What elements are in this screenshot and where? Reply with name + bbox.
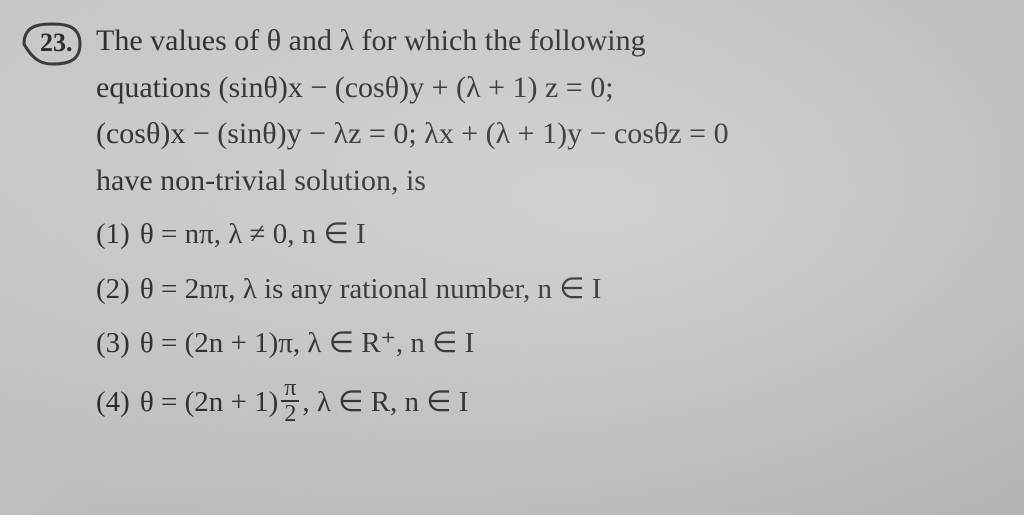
options-list: (1) θ = nπ, λ ≠ 0, n ∈ I (2) θ = 2nπ, λ … [96,214,984,428]
question-number-badge: 23. [20,20,84,68]
stem-line: (cosθ)x − (sinθ)y − λz = 0; λx + (λ + 1)… [96,111,984,158]
option-text: θ = nπ, λ ≠ 0, n ∈ I [140,214,366,255]
option-3: (3) θ = (2n + 1)π, λ ∈ R⁺, n ∈ I [96,323,984,364]
option-number: (4) [96,382,130,423]
option-text-suffix: , λ ∈ R, n ∈ I [302,382,468,423]
fraction-pi-over-2: π 2 [281,376,299,426]
option-number: (1) [96,214,130,255]
stem-line: have non-trivial solution, is [96,158,984,205]
fraction-denominator: 2 [281,400,299,426]
option-text: θ = 2nπ, λ is any rational number, n ∈ I [140,269,602,310]
stem-line: equations (sinθ)x − (cosθ)y + (λ + 1) z … [96,65,984,112]
option-text: θ = (2n + 1)π, λ ∈ R⁺, n ∈ I [140,323,474,364]
option-number: (2) [96,269,130,310]
stem-line: The values of θ and λ for which the foll… [96,18,984,65]
option-2: (2) θ = 2nπ, λ is any rational number, n… [96,269,984,310]
option-number: (3) [96,323,130,364]
question-number: 23. [40,28,73,58]
option-1: (1) θ = nπ, λ ≠ 0, n ∈ I [96,214,984,255]
question-body: The values of θ and λ for which the foll… [96,18,984,442]
option-text-prefix: θ = (2n + 1) [140,382,278,423]
question-stem: The values of θ and λ for which the foll… [96,18,984,204]
fraction-numerator: π [281,376,299,400]
option-4: (4) θ = (2n + 1) π 2 , λ ∈ R, n ∈ I [96,378,984,428]
